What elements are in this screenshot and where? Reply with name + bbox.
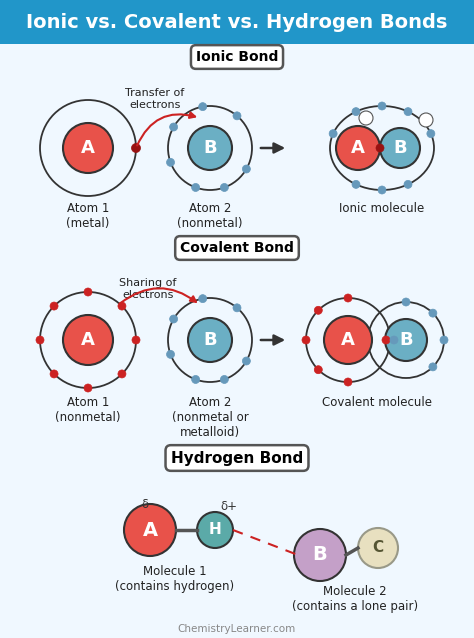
Circle shape (220, 184, 228, 191)
Text: Hydrogen Bond: Hydrogen Bond (171, 450, 303, 466)
Circle shape (390, 336, 398, 344)
Circle shape (344, 294, 352, 302)
Circle shape (404, 181, 412, 188)
Circle shape (188, 126, 232, 170)
Circle shape (191, 376, 200, 383)
Circle shape (359, 111, 373, 125)
Circle shape (220, 376, 228, 383)
Text: Transfer of
electrons: Transfer of electrons (126, 88, 185, 110)
Circle shape (191, 184, 200, 191)
Text: Ionic vs. Covalent vs. Hydrogen Bonds: Ionic vs. Covalent vs. Hydrogen Bonds (27, 13, 447, 31)
Circle shape (429, 363, 437, 371)
Text: Sharing of
electrons: Sharing of electrons (119, 278, 177, 300)
Circle shape (233, 304, 241, 312)
Circle shape (188, 318, 232, 362)
Text: Covalent molecule: Covalent molecule (322, 396, 432, 409)
Text: Molecule 2
(contains a lone pair): Molecule 2 (contains a lone pair) (292, 585, 418, 613)
Circle shape (382, 336, 390, 344)
Circle shape (352, 181, 360, 188)
Circle shape (314, 306, 322, 315)
Text: Atom 1
(metal): Atom 1 (metal) (66, 202, 109, 230)
Circle shape (336, 126, 380, 170)
Circle shape (199, 295, 207, 302)
Text: Atom 2
(nonmetal or
metalloid): Atom 2 (nonmetal or metalloid) (172, 396, 248, 439)
Circle shape (197, 512, 233, 548)
Circle shape (36, 336, 44, 344)
Circle shape (324, 316, 372, 364)
Text: +: + (361, 113, 371, 123)
Circle shape (329, 130, 337, 138)
Circle shape (132, 336, 140, 344)
FancyBboxPatch shape (0, 0, 474, 44)
Text: A: A (341, 331, 355, 349)
Text: Covalent Bond: Covalent Bond (180, 241, 294, 255)
Circle shape (378, 186, 386, 194)
Circle shape (166, 350, 174, 359)
Circle shape (419, 113, 433, 127)
Text: Molecule 1
(contains hydrogen): Molecule 1 (contains hydrogen) (116, 565, 235, 593)
Circle shape (50, 370, 58, 378)
Circle shape (118, 302, 126, 310)
Text: H: H (209, 523, 221, 537)
Circle shape (427, 130, 435, 138)
Text: Ionic molecule: Ionic molecule (339, 202, 425, 215)
Circle shape (84, 288, 92, 296)
Circle shape (352, 108, 360, 115)
Text: B: B (393, 139, 407, 157)
Text: A: A (351, 139, 365, 157)
Circle shape (358, 528, 398, 568)
Circle shape (63, 123, 113, 173)
Text: δ+: δ+ (220, 500, 237, 513)
Circle shape (404, 108, 412, 115)
Text: +: + (361, 113, 371, 123)
Circle shape (233, 112, 241, 120)
Circle shape (63, 315, 113, 365)
Text: δ−: δ− (142, 498, 158, 511)
Text: B: B (399, 331, 413, 349)
Text: B: B (203, 139, 217, 157)
Text: −: − (421, 114, 431, 126)
Circle shape (170, 123, 178, 131)
Circle shape (294, 529, 346, 581)
Text: C: C (373, 540, 383, 556)
Circle shape (199, 103, 207, 110)
Text: A: A (143, 521, 157, 540)
Circle shape (84, 384, 92, 392)
Text: A: A (81, 139, 95, 157)
Text: Atom 1
(nonmetal): Atom 1 (nonmetal) (55, 396, 121, 424)
Circle shape (429, 309, 437, 317)
Circle shape (50, 302, 58, 310)
Circle shape (440, 336, 448, 344)
Circle shape (314, 366, 322, 374)
Circle shape (344, 378, 352, 386)
Text: Ionic Bond: Ionic Bond (196, 50, 278, 64)
Text: A: A (81, 331, 95, 349)
Text: B: B (203, 331, 217, 349)
Circle shape (402, 298, 410, 306)
Circle shape (131, 144, 140, 152)
Circle shape (302, 336, 310, 344)
Circle shape (378, 102, 386, 110)
Circle shape (170, 315, 178, 323)
Circle shape (376, 144, 384, 152)
Text: ChemistryLearner.com: ChemistryLearner.com (178, 624, 296, 634)
Text: Atom 2
(nonmetal): Atom 2 (nonmetal) (177, 202, 243, 230)
Text: B: B (313, 545, 328, 565)
Circle shape (385, 319, 427, 361)
Text: −: − (421, 114, 431, 126)
Circle shape (118, 370, 126, 378)
Circle shape (380, 128, 420, 168)
Circle shape (124, 504, 176, 556)
Circle shape (242, 165, 250, 173)
Circle shape (242, 357, 250, 365)
Circle shape (166, 158, 174, 167)
